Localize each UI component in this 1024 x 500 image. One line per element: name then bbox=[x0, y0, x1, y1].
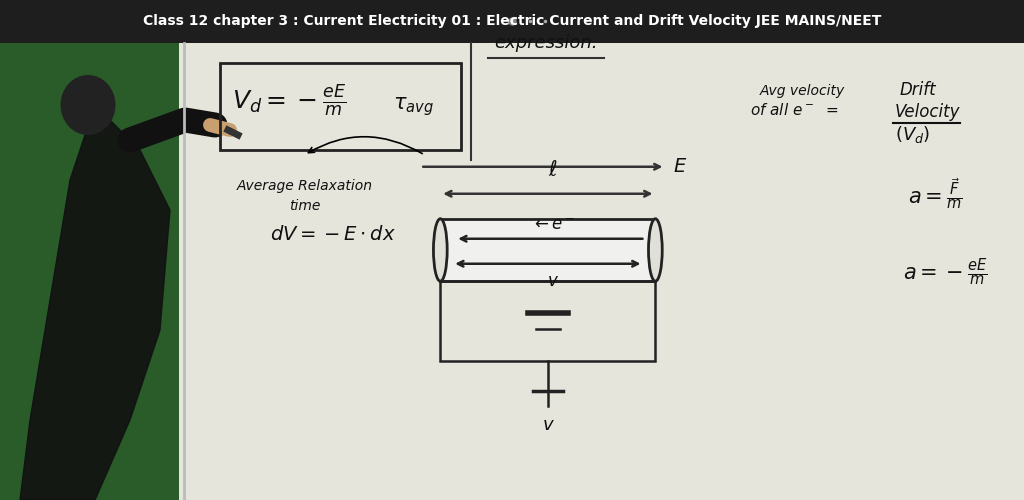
Bar bbox=[440, 219, 655, 281]
Text: expression.: expression. bbox=[494, 34, 598, 52]
Ellipse shape bbox=[433, 219, 447, 281]
Text: $a=\frac{\vec{F}}{m}$: $a=\frac{\vec{F}}{m}$ bbox=[908, 178, 963, 212]
Text: Class 12 chapter 3 : Current Electricity 01 : Electric Current and Drift Velocit: Class 12 chapter 3 : Current Electricity… bbox=[142, 14, 882, 28]
Text: of all $e^-$  =: of all $e^-$ = bbox=[750, 102, 839, 118]
Text: Average Relaxation: Average Relaxation bbox=[237, 179, 373, 193]
Text: $a=-\frac{eE}{m}$: $a=-\frac{eE}{m}$ bbox=[903, 256, 987, 288]
Bar bbox=[220, 62, 461, 150]
Text: $V_d = -\frac{eE}{m}$: $V_d = -\frac{eE}{m}$ bbox=[232, 84, 346, 120]
Ellipse shape bbox=[60, 75, 116, 135]
Text: v: v bbox=[548, 272, 558, 290]
Text: v: v bbox=[543, 416, 553, 434]
Bar bbox=[0, 42, 179, 500]
Bar bbox=[179, 42, 1024, 500]
Ellipse shape bbox=[648, 219, 663, 281]
Text: $(V_d)$: $(V_d)$ bbox=[895, 124, 930, 145]
Text: time: time bbox=[289, 199, 321, 213]
Text: $\tau_{avg}$: $\tau_{avg}$ bbox=[393, 95, 434, 118]
Text: $dV = -E \cdot dx$: $dV = -E \cdot dx$ bbox=[270, 225, 396, 244]
Text: Avg velocity: Avg velocity bbox=[760, 84, 845, 98]
Bar bbox=[440, 281, 655, 361]
Text: E: E bbox=[674, 157, 686, 176]
Text: Drift: Drift bbox=[900, 81, 937, 99]
Text: $\leftarrow e^-$: $\leftarrow e^-$ bbox=[530, 216, 574, 234]
Bar bbox=[0, 0, 1024, 42]
Polygon shape bbox=[20, 120, 170, 500]
Text: Velocity: Velocity bbox=[895, 103, 961, 121]
Text: $\ell$: $\ell$ bbox=[548, 160, 558, 180]
